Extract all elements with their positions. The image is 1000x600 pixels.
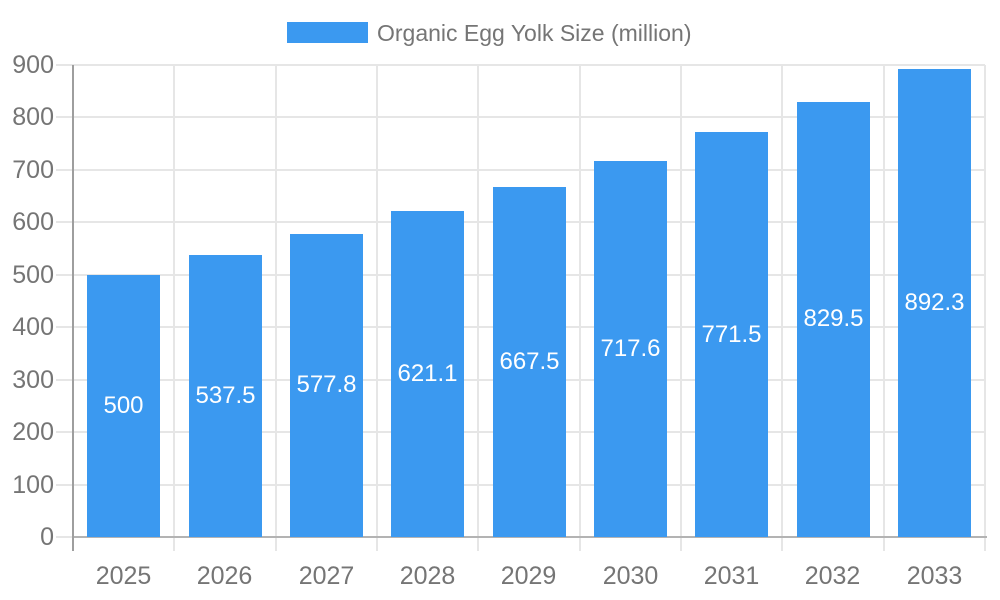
x-tick: [477, 537, 480, 551]
x-axis-label: 2029: [500, 562, 557, 590]
bar[interactable]: [290, 233, 363, 537]
x-axis-label: 2028: [399, 562, 456, 590]
bar[interactable]: [391, 211, 464, 537]
bar-value-label: 577.8: [296, 371, 357, 398]
bar[interactable]: [87, 274, 160, 537]
x-gridline: [578, 65, 581, 537]
y-axis-label: 500: [12, 260, 54, 289]
legend-swatch[interactable]: [287, 22, 368, 43]
x-gridline: [882, 65, 885, 537]
bar-value-label: 667.5: [499, 348, 560, 375]
bar[interactable]: [189, 255, 262, 537]
bar-value-label: 537.5: [195, 382, 256, 409]
y-axis-label: 400: [12, 313, 54, 342]
y-axis-label: 200: [12, 418, 54, 447]
y-axis-label: 700: [12, 155, 54, 184]
x-tick: [680, 537, 682, 551]
legend-label: Organic Egg Yolk Size (million): [377, 20, 692, 46]
bar-value-label: 771.5: [701, 321, 762, 348]
x-tick: [984, 537, 986, 551]
y-axis-label: 600: [12, 208, 54, 237]
bar[interactable]: [493, 186, 566, 537]
x-tick: [781, 537, 784, 551]
bar-value-label: 717.6: [600, 335, 661, 362]
x-tick: [882, 537, 885, 551]
y-axis-label: 900: [12, 51, 54, 79]
y-axis-label: 800: [12, 103, 54, 132]
x-axis-line: [73, 536, 987, 538]
bar-value-label: 892.3: [904, 289, 965, 316]
x-gridline: [477, 65, 480, 537]
bar-value-label: 621.1: [397, 360, 458, 387]
bar[interactable]: [594, 160, 667, 537]
bar-value-label: 500: [103, 392, 144, 419]
x-gridline: [984, 65, 986, 537]
y-axis-line: [72, 65, 74, 551]
y-gridline: [56, 64, 985, 66]
x-tick: [578, 537, 581, 551]
x-tick: [274, 537, 277, 551]
x-gridline: [376, 65, 378, 537]
y-gridline: [56, 168, 985, 171]
x-gridline: [274, 65, 277, 537]
x-gridline: [173, 65, 176, 537]
x-axis-label: 2033: [906, 562, 963, 590]
y-axis-label: 100: [12, 470, 54, 499]
x-axis-label: 2026: [196, 562, 253, 590]
x-axis-label: 2025: [95, 562, 152, 590]
x-tick: [376, 537, 378, 551]
x-gridline: [781, 65, 784, 537]
x-axis-label: 2027: [298, 562, 355, 590]
y-gridline: [56, 116, 985, 119]
y-axis-label: 0: [40, 523, 54, 551]
bar-value-label: 829.5: [803, 305, 864, 332]
bar[interactable]: [695, 132, 768, 537]
x-axis-label: 2030: [602, 562, 659, 590]
bar[interactable]: [898, 69, 971, 537]
x-tick: [173, 537, 176, 551]
y-axis-label: 300: [12, 365, 54, 394]
x-gridline: [680, 65, 682, 537]
bar[interactable]: [797, 101, 870, 537]
x-axis-label: 2031: [703, 562, 760, 590]
x-axis-label: 2032: [804, 562, 861, 590]
